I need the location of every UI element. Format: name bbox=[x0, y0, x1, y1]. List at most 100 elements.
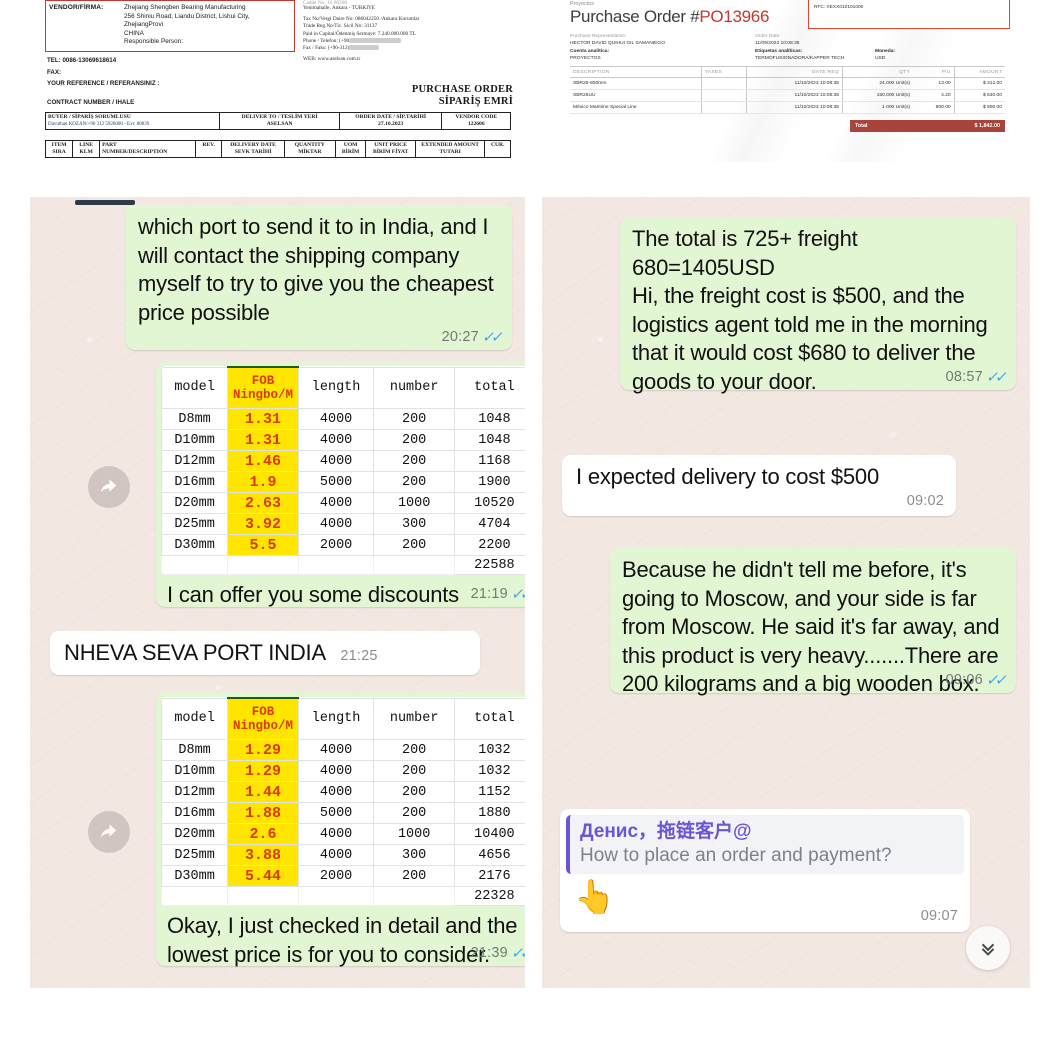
cell-number: 300 bbox=[373, 844, 455, 866]
message-text: which port to send it to in India, and I… bbox=[138, 214, 494, 325]
col-total: total bbox=[453, 697, 525, 740]
cell-length: 5000 bbox=[297, 802, 375, 824]
vendor-address-line: Zhejiang Shengben Bearing Manufacturing bbox=[124, 4, 246, 11]
col-model: model bbox=[161, 697, 229, 740]
vendor-address-line: Responsible Person: bbox=[124, 38, 183, 46]
order-date-field: Order Date: 11/09/2023 10:08:35 bbox=[755, 33, 800, 47]
field-label: Etiquetas analíticas: bbox=[755, 49, 803, 54]
cell-number: 200 bbox=[373, 802, 455, 824]
cell-fob: 2.6 bbox=[227, 823, 299, 845]
cell-model: D20mm bbox=[161, 823, 229, 845]
cell-length: 4000 bbox=[297, 781, 375, 803]
forward-message-button[interactable] bbox=[88, 811, 130, 853]
message-bubble[interactable]: I expected delivery to cost $500 09:02 bbox=[562, 455, 956, 516]
table-row: D25mm 3.92 4000 300 4704 bbox=[161, 513, 525, 535]
message-bubble[interactable]: model FOB Ningbo/M length number total D8… bbox=[156, 361, 525, 607]
message-bubble[interactable]: Денис，拖链客户@ How to place an order and pa… bbox=[560, 809, 970, 932]
cell-description: SBR25UU bbox=[570, 89, 702, 102]
col-taxes: TAXES bbox=[700, 66, 747, 78]
message-time: 09:07 bbox=[920, 908, 958, 924]
message-time: 09:06 bbox=[945, 671, 983, 688]
cell-length: 2000 bbox=[297, 865, 375, 887]
vendor-address: Zhejiang Shengben Bearing Manufacturing … bbox=[124, 4, 250, 47]
cell-amount: $ 630.00 bbox=[953, 89, 1005, 102]
price-table-image[interactable]: model FOB Ningbo/M length number total D8… bbox=[161, 366, 525, 575]
cell-model: D16mm bbox=[161, 471, 229, 493]
panel-top-divider bbox=[75, 200, 135, 205]
read-receipt-icon: ✓✓ bbox=[480, 329, 502, 346]
field-value: HECTOR DAVID QUIHUI GIL SAMANIEGO bbox=[570, 41, 666, 47]
aselsan-company-header: Cadde No: 16 06200 Yenimahalle, Ankara -… bbox=[303, 0, 515, 63]
cell-total: 1048 bbox=[453, 429, 525, 451]
message-bubble[interactable]: NHEVA SEVA PORT INDIA 21:25 bbox=[50, 631, 480, 675]
message-time: 09:02 bbox=[906, 492, 944, 509]
message-bubble[interactable]: which port to send it to in India, and I… bbox=[126, 205, 512, 350]
cell-model: D25mm bbox=[161, 844, 229, 866]
price-table: model FOB Ningbo/M length number total D8… bbox=[161, 697, 525, 906]
table-row: D30mm 5.5 2000 200 2200 bbox=[161, 534, 525, 556]
moneda-field: Moneda: USD bbox=[875, 48, 895, 62]
cell-number: 200 bbox=[373, 471, 455, 493]
cell-taxes bbox=[700, 89, 747, 102]
vendor-address-line: ZhejiangProvi bbox=[124, 21, 164, 29]
purchase-order-heading: Purchase Order #PO13966 bbox=[570, 7, 769, 27]
scroll-to-bottom-button[interactable] bbox=[966, 926, 1010, 970]
table-header-row: model FOB Ningbo/M length number total bbox=[161, 697, 525, 740]
col-qty: QTY bbox=[842, 66, 914, 78]
cell-length: 4000 bbox=[297, 739, 375, 761]
chat-panel-right[interactable]: The total is 725+ freight 680=1405USD Hi… bbox=[542, 197, 1030, 988]
read-receipt-icon: ✓✓ bbox=[509, 945, 525, 962]
deliver-col-value: ASELSAN bbox=[266, 121, 293, 127]
field-label: Purchase Representative: bbox=[570, 34, 627, 39]
cell-number: 200 bbox=[373, 781, 455, 803]
table-row: 22588 bbox=[161, 555, 525, 575]
cell-total: 4704 bbox=[453, 513, 525, 535]
cell-total: 2176 bbox=[453, 865, 525, 887]
message-time: 21:39 bbox=[470, 945, 508, 961]
rfc-text: RFC: XEXX010101000 bbox=[814, 5, 864, 10]
message-bubble[interactable]: Because he didn't tell me before, it's g… bbox=[610, 548, 1016, 696]
quoted-message[interactable]: Денис，拖链客户@ How to place an order and pa… bbox=[566, 815, 964, 874]
cell-total: 1032 bbox=[453, 739, 525, 761]
cell-fob: 1.46 bbox=[227, 450, 299, 472]
vendor-label: VENDOR/FİRMA: bbox=[49, 4, 104, 11]
cell-model: D12mm bbox=[161, 781, 229, 803]
cell-amount: $ 312.00 bbox=[953, 77, 1005, 90]
cell-fob: 3.92 bbox=[227, 513, 299, 535]
cell-fob: 1.9 bbox=[227, 471, 299, 493]
chat-panel-left[interactable]: which port to send it to in India, and I… bbox=[30, 197, 525, 988]
cell-taxes bbox=[700, 101, 747, 114]
vendorcode-col-title: VENDOR CODE bbox=[455, 114, 498, 120]
etiquetas-analiticas-field: Etiquetas analíticas: TERMOFUSIONADORA/K… bbox=[755, 48, 844, 62]
col-length: length bbox=[297, 697, 375, 740]
cell-total: 1168 bbox=[453, 450, 525, 472]
message-bubble[interactable]: The total is 725+ freight 680=1405USD Hi… bbox=[620, 217, 1016, 394]
col-amount: AMOUNT bbox=[953, 66, 1005, 78]
cell-length: 5000 bbox=[297, 471, 375, 493]
table-row: D8mm 1.31 4000 200 1048 bbox=[161, 408, 525, 430]
cell-number: 1000 bbox=[373, 492, 455, 514]
cell-pu: 13.00 bbox=[913, 77, 955, 90]
right-purchase-order-document: RFC: XEXX010101000 Proyectos Purchase Or… bbox=[540, 0, 1040, 162]
vendor-tel: TEL: 0086-13069618614 bbox=[47, 57, 117, 64]
cell-fob: 1.31 bbox=[227, 429, 299, 451]
cell-description: México Maritime Special Line bbox=[570, 101, 702, 114]
cell-total: 1048 bbox=[453, 408, 525, 430]
vendor-fax: FAX: bbox=[47, 68, 62, 76]
table-header-row: model FOB Ningbo/M length number total bbox=[161, 366, 525, 409]
forward-message-button[interactable] bbox=[88, 466, 130, 508]
message-time: 21:19 bbox=[470, 585, 508, 602]
cell-number: 200 bbox=[373, 534, 455, 556]
message-text: Because he didn't tell me before, it's g… bbox=[622, 557, 1000, 696]
cell-length: 4000 bbox=[297, 513, 375, 535]
message-caption: Okay, I just checked in detail and the l… bbox=[167, 913, 518, 967]
field-label: Order Date: bbox=[755, 34, 781, 39]
cell-length: 4000 bbox=[297, 823, 375, 845]
cell-model: D25mm bbox=[161, 513, 229, 535]
message-bubble[interactable]: model FOB Ningbo/M length number total D8… bbox=[156, 692, 525, 967]
price-table-image[interactable]: model FOB Ningbo/M length number total D8… bbox=[161, 697, 525, 906]
company-trade-reg: Trade Reg.No/Tic. Sicil No: 31137 bbox=[303, 23, 378, 30]
table-row: D16mm 1.9 5000 200 1900 bbox=[161, 471, 525, 493]
total-bar: Total $ 1,842.00 bbox=[850, 120, 1005, 132]
col-fob: FOB Ningbo/M bbox=[227, 697, 299, 740]
